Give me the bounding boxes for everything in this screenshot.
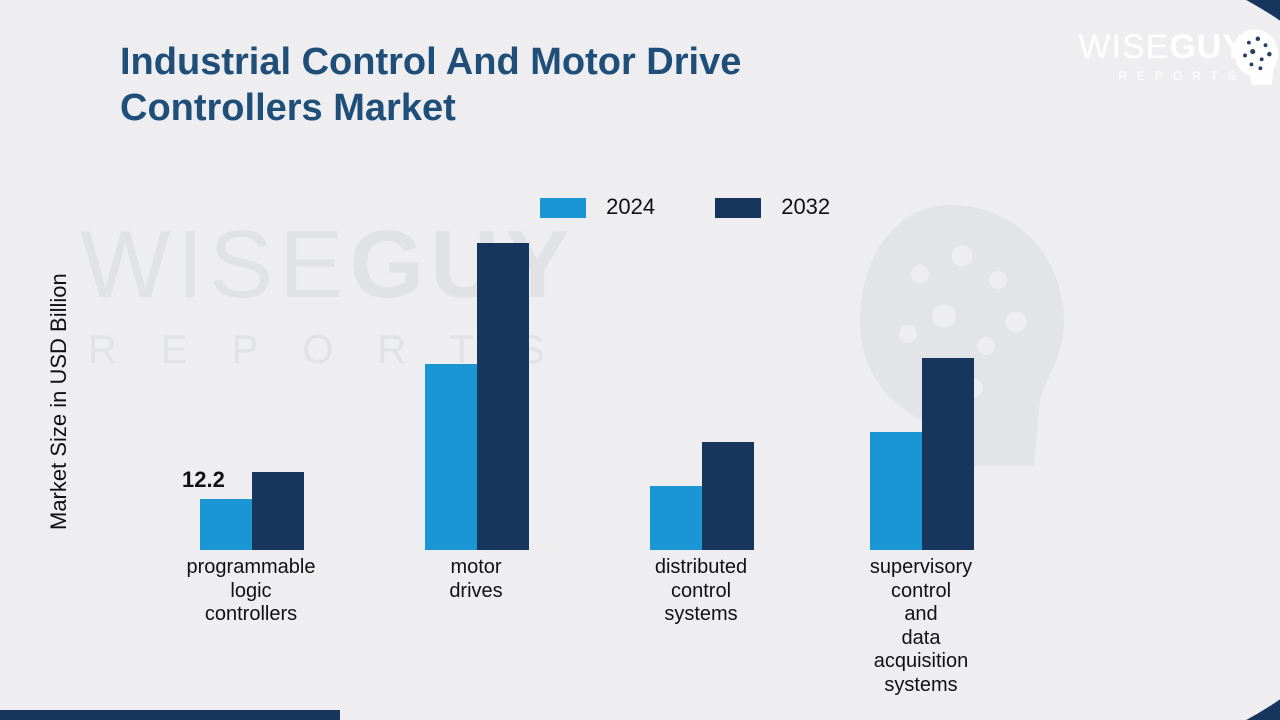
right-accent-panel (960, 0, 1280, 720)
bar-series-a (200, 499, 252, 550)
y-axis-label: Market Size in USD Billion (46, 273, 72, 530)
bottom-accent-bar (0, 710, 340, 720)
legend-item-2032: 2032 (715, 194, 830, 220)
x-axis-label: motordrives (391, 556, 561, 603)
plot-area: 12.2 (120, 230, 990, 550)
bar-series-a (650, 486, 702, 550)
legend: 2024 2032 (540, 194, 830, 220)
bar-series-b (252, 472, 304, 550)
bar-series-b (702, 442, 754, 550)
legend-label-b: 2032 (781, 194, 830, 219)
bar-series-a (425, 364, 477, 550)
chart-title: Industrial Control And Motor Drive Contr… (120, 40, 880, 131)
legend-item-2024: 2024 (540, 194, 655, 220)
bar-series-b (922, 358, 974, 550)
chart-card: WISEGUY REPORTS WISEGUY REPORTS Industri… (0, 0, 1280, 720)
logo-sub: REPORTS (1078, 69, 1246, 83)
x-axis-label: supervisorycontrolanddataacquisitionsyst… (836, 556, 1006, 698)
legend-swatch-a (540, 198, 586, 218)
x-axis-label: distributedcontrolsystems (616, 556, 786, 627)
bar-value-label: 12.2 (182, 467, 225, 493)
logo-main-a: WISE (1078, 28, 1169, 66)
brand-logo: WISEGUY REPORTS (1078, 28, 1246, 83)
logo-main-b: GUY (1169, 28, 1246, 66)
legend-label-a: 2024 (606, 194, 655, 219)
x-axis-label: programmablelogiccontrollers (166, 556, 336, 627)
legend-swatch-b (715, 198, 761, 218)
bar-series-a (870, 432, 922, 550)
bar-series-b (477, 243, 529, 550)
